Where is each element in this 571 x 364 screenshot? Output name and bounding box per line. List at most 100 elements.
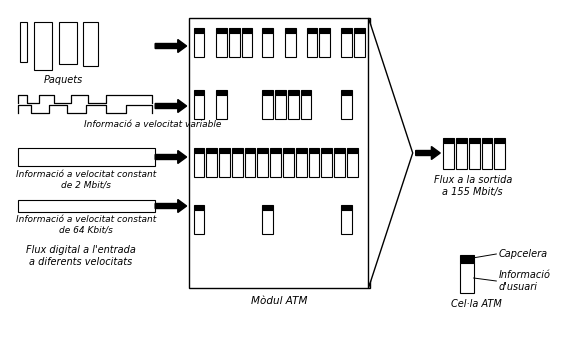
Bar — [219, 148, 230, 153]
Text: Informació a velocitat constant
de 64 Kbit/s: Informació a velocitat constant de 64 Kb… — [16, 215, 156, 234]
Bar — [347, 153, 357, 177]
FancyArrow shape — [155, 150, 187, 163]
Bar — [194, 205, 204, 210]
Bar — [206, 153, 217, 177]
Bar — [341, 210, 352, 234]
Bar — [283, 148, 293, 153]
FancyArrow shape — [155, 40, 187, 52]
Bar — [308, 153, 319, 177]
Bar — [194, 28, 204, 33]
Bar — [285, 33, 296, 57]
Bar — [216, 90, 227, 95]
Bar — [216, 33, 227, 57]
Bar — [341, 28, 352, 33]
Bar — [285, 28, 296, 33]
Bar — [354, 33, 364, 57]
Text: Informació
d'usuari: Informació d'usuari — [498, 270, 550, 292]
Bar — [307, 28, 317, 33]
Text: Informació a velocitat constant
de 2 Mbit/s: Informació a velocitat constant de 2 Mbi… — [16, 170, 156, 189]
Bar — [354, 28, 364, 33]
Bar — [83, 22, 98, 66]
Bar — [469, 138, 480, 143]
Bar — [494, 138, 505, 143]
Bar — [319, 33, 330, 57]
Bar — [347, 148, 357, 153]
Bar — [262, 28, 273, 33]
Bar — [262, 95, 273, 119]
Text: Cel·la ATM: Cel·la ATM — [451, 299, 502, 309]
Bar — [194, 90, 204, 95]
Bar — [19, 22, 27, 62]
Bar — [232, 153, 243, 177]
Bar — [194, 148, 204, 153]
Bar — [216, 28, 227, 33]
Bar — [219, 153, 230, 177]
Bar — [258, 148, 268, 153]
Bar — [262, 90, 273, 95]
Bar — [194, 210, 204, 234]
Bar — [296, 148, 307, 153]
Bar — [262, 205, 273, 210]
Bar — [321, 148, 332, 153]
Bar — [34, 22, 52, 70]
Bar — [481, 143, 492, 169]
Bar — [194, 95, 204, 119]
Bar — [301, 95, 311, 119]
Bar — [307, 33, 317, 57]
Bar — [456, 138, 467, 143]
Bar — [443, 143, 454, 169]
Bar — [270, 153, 281, 177]
Bar — [494, 143, 505, 169]
Bar — [334, 153, 345, 177]
Bar — [206, 148, 217, 153]
Bar — [308, 148, 319, 153]
Bar — [301, 90, 311, 95]
Bar — [270, 148, 281, 153]
Bar — [275, 95, 286, 119]
Bar — [232, 148, 243, 153]
Bar — [319, 28, 330, 33]
Polygon shape — [368, 18, 413, 288]
Bar — [194, 33, 204, 57]
Text: Paquets: Paquets — [44, 75, 83, 85]
Bar — [244, 153, 255, 177]
Bar — [341, 90, 352, 95]
Bar — [59, 22, 77, 64]
Bar — [288, 95, 299, 119]
FancyArrow shape — [416, 146, 440, 159]
Bar — [296, 153, 307, 177]
Bar — [262, 210, 273, 234]
Bar — [341, 205, 352, 210]
Bar — [229, 28, 240, 33]
Bar — [229, 33, 240, 57]
FancyArrow shape — [155, 199, 187, 213]
Text: Informació a velocitat variable: Informació a velocitat variable — [85, 120, 222, 129]
Text: Flux digital a l'entrada
a diferents velocitats: Flux digital a l'entrada a diferents vel… — [26, 245, 135, 266]
Text: Mòdul ATM: Mòdul ATM — [251, 296, 308, 306]
Bar — [18, 148, 155, 166]
Text: Capcelera: Capcelera — [498, 249, 548, 259]
Bar — [258, 153, 268, 177]
Bar — [188, 18, 371, 288]
Bar — [275, 90, 286, 95]
Bar — [460, 263, 474, 293]
Bar — [341, 33, 352, 57]
Bar — [443, 138, 454, 143]
Bar — [456, 143, 467, 169]
Bar — [18, 200, 155, 212]
FancyArrow shape — [155, 99, 187, 112]
Bar — [242, 28, 252, 33]
Bar — [288, 90, 299, 95]
Bar — [262, 33, 273, 57]
Bar — [334, 148, 345, 153]
Bar — [481, 138, 492, 143]
Bar — [283, 153, 293, 177]
Bar — [216, 95, 227, 119]
Text: Flux a la sortida
a 155 Mbit/s: Flux a la sortida a 155 Mbit/s — [433, 175, 512, 197]
Bar — [469, 143, 480, 169]
Bar — [321, 153, 332, 177]
Bar — [242, 33, 252, 57]
Bar — [460, 255, 474, 263]
Bar — [341, 95, 352, 119]
Bar — [194, 153, 204, 177]
